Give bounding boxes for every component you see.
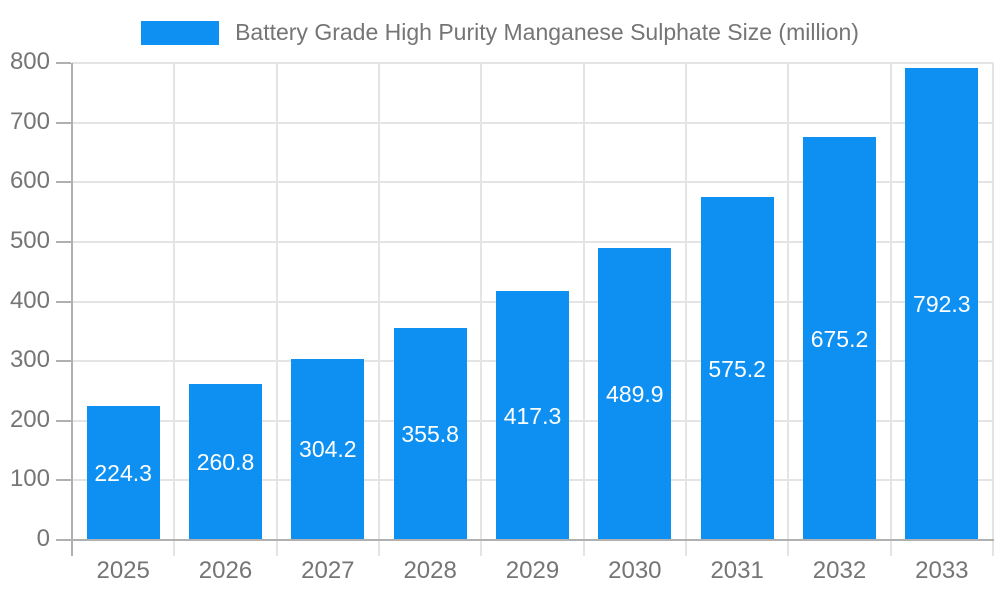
gridline-horizontal	[72, 62, 993, 64]
bar-2033[interactable]: 792.3	[905, 67, 979, 540]
bar-2030[interactable]: 489.9	[598, 247, 672, 540]
x-axis-label: 2033	[915, 557, 969, 584]
gridline-vertical	[685, 63, 687, 556]
legend-swatch	[141, 20, 220, 45]
gridline-vertical	[992, 63, 994, 556]
bar-2029[interactable]: 417.3	[496, 291, 569, 540]
gridline-vertical	[275, 63, 278, 556]
bar-value-label: 355.8	[401, 420, 459, 447]
bar-value-label: 224.3	[94, 460, 152, 487]
x-axis-label: 2029	[505, 557, 560, 584]
bar-value-label: 675.2	[810, 325, 869, 352]
gridline-horizontal	[72, 121, 993, 124]
bar-value-label: 792.3	[913, 290, 971, 317]
y-axis-label: 100	[9, 465, 50, 493]
y-axis-label: 200	[9, 405, 50, 433]
gridline-vertical	[480, 63, 483, 556]
bar-2025[interactable]: 224.3	[86, 406, 160, 540]
x-axis-label: 2025	[96, 557, 150, 584]
y-axis-label: 600	[9, 167, 50, 195]
bar-value-label: 260.8	[196, 449, 255, 476]
legend-label: Battery Grade High Purity Manganese Sulp…	[235, 19, 859, 45]
y-axis-tick	[56, 300, 71, 303]
bar-value-label: 304.2	[299, 436, 357, 463]
bar-2028[interactable]: 355.8	[393, 327, 467, 540]
gridline-horizontal	[72, 181, 993, 184]
gridline-vertical	[787, 63, 790, 556]
gridline-horizontal	[72, 240, 993, 243]
y-axis-tick	[56, 360, 71, 363]
gridline-vertical	[378, 63, 380, 556]
x-axis-label: 2031	[710, 557, 764, 584]
y-axis-line	[71, 63, 73, 556]
y-axis-label: 800	[9, 48, 50, 75]
gridline-vertical	[582, 63, 585, 556]
x-axis-label: 2026	[198, 557, 253, 584]
bar-value-label: 575.2	[708, 355, 766, 382]
bar-2031[interactable]: 575.2	[700, 197, 774, 540]
y-axis-label: 700	[9, 107, 50, 135]
plot-area: 224.3 260.8 304.2 355.8 417.3 489.9 575.2 675.2…	[10, 48, 994, 584]
chart-legend[interactable]: Battery Grade High Purity Manganese Sulp…	[0, 19, 1000, 46]
y-axis-tick	[56, 181, 71, 184]
y-axis-tick	[56, 539, 71, 541]
y-axis-label: 0	[36, 525, 50, 552]
y-axis-tick	[56, 419, 71, 422]
y-axis-tick	[56, 479, 71, 482]
y-axis-tick	[56, 62, 71, 64]
bar-value-label: 417.3	[503, 402, 562, 429]
y-axis-label: 300	[9, 346, 50, 374]
gridline-vertical	[173, 63, 176, 556]
y-axis-label: 500	[9, 226, 50, 254]
x-axis-label: 2027	[301, 557, 355, 584]
gridline-vertical	[889, 63, 892, 556]
bar-2026[interactable]: 260.8	[189, 384, 262, 540]
x-axis-label: 2032	[812, 557, 867, 584]
x-axis-line	[71, 539, 994, 541]
x-axis-label: 2028	[403, 557, 457, 584]
y-axis-tick	[56, 240, 71, 243]
y-axis-label: 400	[9, 286, 50, 314]
y-axis-tick	[56, 121, 71, 124]
bar-2032[interactable]: 675.2	[803, 137, 876, 540]
bar-2027[interactable]: 304.2	[291, 358, 365, 540]
bar-value-label: 489.9	[606, 380, 664, 407]
x-axis-label: 2030	[608, 557, 662, 584]
